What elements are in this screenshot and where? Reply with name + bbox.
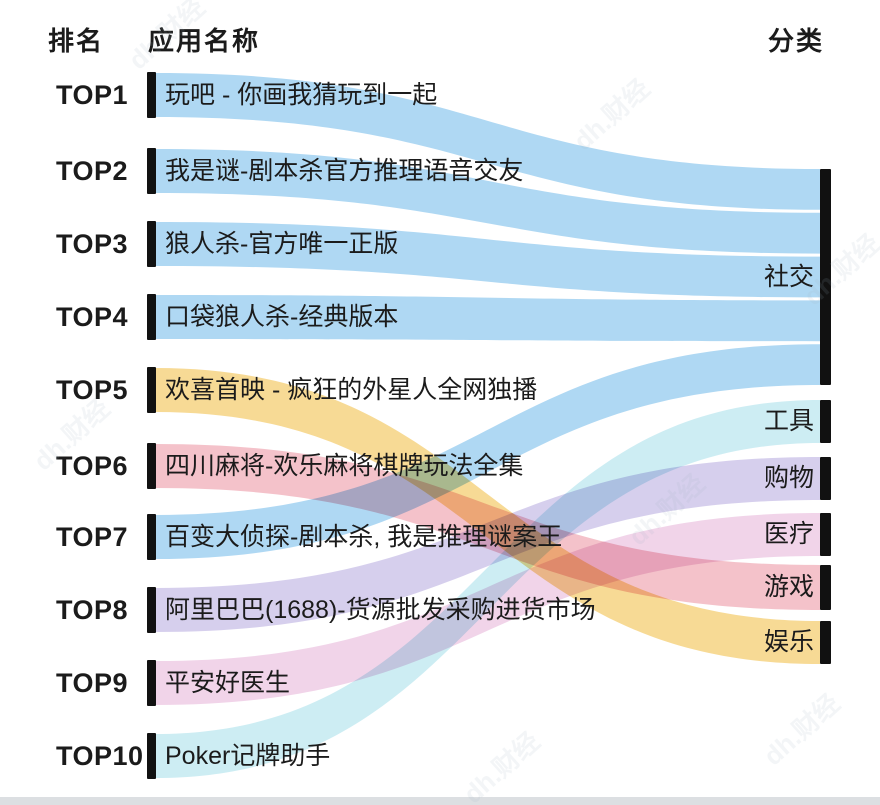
app-node-bar [147, 587, 156, 633]
app-node-bar [147, 733, 156, 779]
rank-label: TOP6 [56, 451, 129, 481]
category-label: 娱乐 [763, 628, 814, 656]
rank-label: TOP1 [56, 80, 129, 110]
flow-ribbon [156, 73, 820, 210]
flow-ribbon [156, 222, 820, 298]
rank-label: TOP3 [56, 229, 129, 259]
app-name-label: 狼人杀-官方唯一正版 [165, 230, 399, 258]
flow-ribbon [156, 344, 820, 559]
app-node-bar [147, 294, 156, 340]
category-node-bar [820, 621, 831, 664]
rank-label: TOP4 [56, 302, 129, 332]
category-node-bar [820, 400, 831, 443]
app-node-bar [147, 367, 156, 413]
flow-ribbon [156, 295, 820, 342]
app-name-label: 玩吧 - 你画我猜玩到一起 [165, 81, 438, 109]
rank-label: TOP2 [56, 156, 129, 186]
rank-label: TOP10 [56, 741, 144, 771]
bottom-border-strip [0, 797, 880, 805]
app-name-label: 平安好医生 [165, 669, 291, 697]
app-name-label: Poker记牌助手 [165, 742, 331, 770]
app-name-label: 百变大侦探-剧本杀, 我是推理谜案王 [165, 523, 563, 551]
flow-ribbon [156, 457, 820, 632]
column-header-app-name: 应用名称 [148, 26, 261, 56]
app-name-label: 四川麻将-欢乐麻将棋牌玩法全集 [165, 452, 524, 480]
rank-label: TOP9 [56, 668, 129, 698]
category-node-bar [820, 457, 831, 500]
category-label: 社交 [763, 263, 814, 291]
column-header-category: 分类 [768, 26, 825, 56]
app-node-bar [147, 72, 156, 118]
app-node-bar [147, 660, 156, 706]
app-name-label: 我是谜-剧本杀官方推理语音交友 [165, 157, 524, 185]
category-label: 工具 [763, 407, 814, 435]
rank-label: TOP7 [56, 522, 129, 552]
category-label: 医疗 [763, 520, 814, 548]
flow-ribbon [156, 400, 820, 778]
app-name-label: 口袋狼人杀-经典版本 [165, 303, 399, 331]
rank-label: TOP8 [56, 595, 129, 625]
app-name-label: 阿里巴巴(1688)-货源批发采购进货市场 [165, 596, 596, 624]
app-node-bar [147, 148, 156, 194]
app-name-label: 欢喜首映 - 疯狂的外星人全网独播 [165, 376, 538, 404]
rank-label: TOP5 [56, 375, 129, 405]
column-header-rank: 排名 [48, 26, 105, 56]
app-node-bar [147, 514, 156, 560]
app-node-bar [147, 443, 156, 489]
category-node-bar [820, 513, 831, 556]
category-label: 游戏 [763, 573, 814, 601]
category-node-bar [820, 565, 831, 610]
category-label: 购物 [763, 464, 814, 492]
flow-ribbon [156, 149, 820, 254]
category-node-bar [820, 169, 831, 385]
app-node-bar [147, 221, 156, 267]
